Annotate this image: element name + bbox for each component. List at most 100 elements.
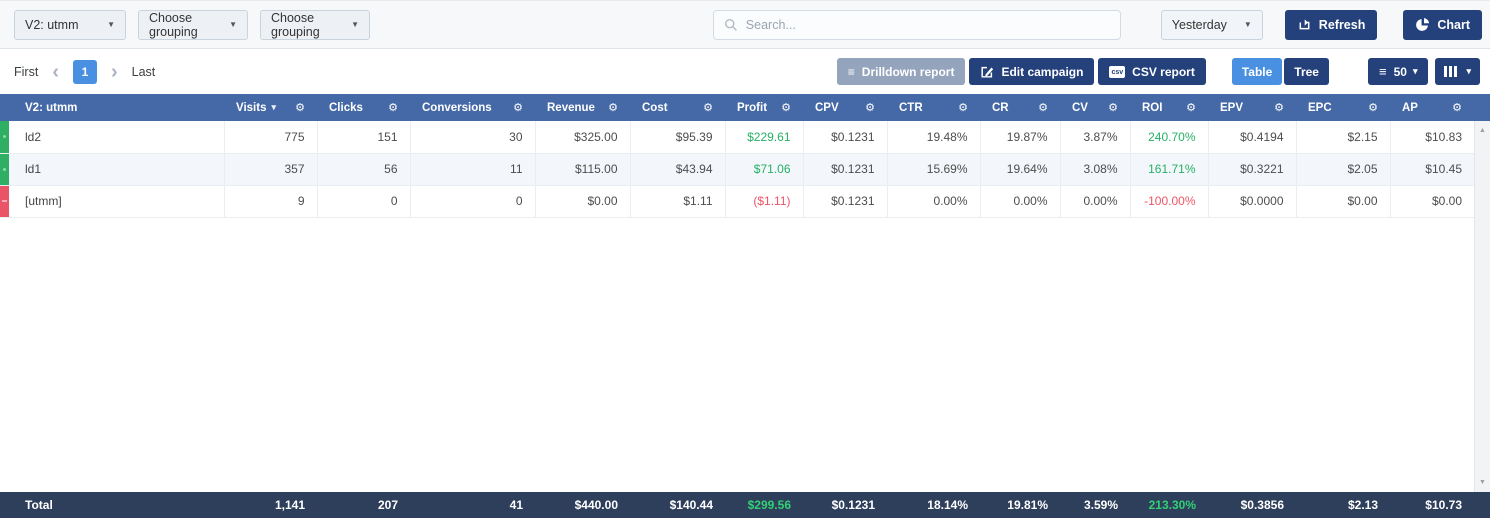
column-header-cpv[interactable]: CPV ⚙ (815, 101, 875, 115)
cell-cr: 19.64% (979, 153, 1060, 186)
total-visits: 1,141 (274, 498, 305, 512)
column-header-epc[interactable]: EPC ⚙ (1308, 101, 1378, 115)
grouping-dropdown-1[interactable]: Choose grouping ▼ (138, 9, 248, 40)
cell-epc: $2.05 (1295, 153, 1390, 186)
variable-dropdown[interactable]: V2: utmm ▼ (14, 9, 126, 40)
gear-icon[interactable]: ⚙ (1108, 102, 1118, 114)
cell-name: ld1 (0, 153, 224, 186)
gear-icon[interactable]: ⚙ (295, 102, 305, 114)
scroll-up-icon[interactable]: ▲ (1479, 127, 1486, 134)
table-row[interactable]: [utmm] 9 0 0 $0.00 $1.11 ($1.11) $0.1231… (0, 185, 1474, 218)
total-ctr: 18.14% (927, 498, 968, 512)
cell-profit: $229.61 (724, 121, 803, 154)
drilldown-report-button[interactable]: ≡ Drilldown report (836, 58, 966, 85)
column-header-clicks[interactable]: Clicks ⚙ (329, 101, 398, 115)
chevron-right-icon[interactable]: › (110, 60, 118, 83)
total-profit: $299.56 (747, 498, 791, 512)
cell-clicks: 56 (316, 153, 410, 186)
cell-ctr: 0.00% (886, 185, 980, 218)
total-clicks: 207 (377, 498, 398, 512)
cell-roi: -100.00% (1129, 185, 1208, 218)
total-row: Total 1,141 207 41 $440.00 $140.44 $299.… (0, 492, 1490, 518)
cell-cpv: $0.1231 (802, 153, 887, 186)
column-header-cv[interactable]: CV ⚙ (1072, 101, 1118, 115)
scroll-down-icon[interactable]: ▼ (1479, 479, 1486, 486)
column-header-ap[interactable]: AP ⚙ (1402, 101, 1462, 115)
view-tree-button[interactable]: Tree (1284, 58, 1329, 85)
table-row[interactable]: ld1 357 56 11 $115.00 $43.94 $71.06 $0.1… (0, 153, 1474, 186)
cell-roi: 240.70% (1129, 121, 1208, 154)
pie-chart-icon (1416, 18, 1430, 31)
csv-report-button[interactable]: csv CSV report (1098, 58, 1206, 85)
pager-actions-bar: First ‹ 1 › Last ≡ Drilldown report Edit… (0, 49, 1490, 94)
cell-ap: $0.00 (1389, 185, 1474, 218)
total-cr: 19.81% (1007, 498, 1048, 512)
gear-icon[interactable]: ⚙ (1274, 102, 1284, 114)
drilldown-report-label: Drilldown report (861, 64, 955, 79)
status-indicator-negative (0, 185, 9, 217)
total-epv: $0.3856 (1240, 498, 1284, 512)
cell-epv: $0.0000 (1207, 185, 1296, 218)
chart-button[interactable]: Chart (1403, 9, 1482, 40)
cell-cpv: $0.1231 (802, 185, 887, 218)
column-header-ctr[interactable]: CTR ⚙ (899, 101, 968, 115)
rows-per-page-value: 50 (1393, 64, 1407, 79)
cell-clicks: 151 (316, 121, 410, 154)
status-indicator-positive (0, 121, 9, 153)
refresh-icon (1299, 18, 1310, 29)
pager-first[interactable]: First (14, 64, 39, 79)
gear-icon[interactable]: ⚙ (1368, 102, 1378, 114)
gear-icon[interactable]: ⚙ (513, 102, 523, 114)
list-icon: ≡ (1378, 64, 1387, 79)
action-buttons: ≡ Drilldown report Edit campaign csv CSV… (836, 58, 1480, 85)
total-cost: $140.44 (669, 498, 713, 512)
gear-icon[interactable]: ⚙ (1038, 102, 1048, 114)
cell-profit: ($1.11) (724, 185, 803, 218)
column-header-revenue[interactable]: Revenue ⚙ (547, 101, 618, 115)
chevron-left-icon[interactable]: ‹ (52, 60, 59, 83)
search-input[interactable] (745, 17, 1110, 32)
column-header-conversions[interactable]: Conversions ⚙ (422, 101, 523, 115)
column-header-profit[interactable]: Profit ⚙ (737, 101, 791, 115)
refresh-button[interactable]: Refresh (1284, 9, 1378, 40)
cell-cv: 0.00% (1059, 185, 1130, 218)
rows-per-page-dropdown[interactable]: ≡ 50 ▾ (1367, 58, 1429, 85)
status-indicator-positive (0, 153, 9, 185)
total-revenue: $440.00 (574, 498, 618, 512)
csv-report-label: CSV report (1132, 64, 1195, 79)
column-header-roi[interactable]: ROI ⚙ (1142, 101, 1196, 115)
column-header-name[interactable]: V2: utmm (25, 101, 78, 114)
search-box[interactable] (712, 9, 1121, 40)
gear-icon[interactable]: ⚙ (1452, 102, 1462, 114)
cell-visits: 357 (223, 153, 317, 186)
column-header-visits[interactable]: Visits ▾ ⚙ (236, 101, 305, 115)
cell-cpv: $0.1231 (802, 121, 887, 154)
cell-ctr: 15.69% (886, 153, 980, 186)
table-body: ld2 775 151 30 $325.00 $95.39 $229.61 $0… (0, 121, 1490, 492)
cell-clicks: 0 (316, 185, 410, 218)
cell-ap: $10.45 (1389, 153, 1474, 186)
date-range-dropdown[interactable]: Yesterday ▼ (1160, 9, 1263, 40)
list-icon: ≡ (847, 64, 855, 79)
view-table-button[interactable]: Table (1231, 58, 1283, 85)
gear-icon[interactable]: ⚙ (388, 102, 398, 114)
date-range-label: Yesterday (1171, 17, 1227, 32)
gear-icon[interactable]: ⚙ (703, 102, 713, 114)
column-header-epv[interactable]: EPV ⚙ (1220, 101, 1284, 115)
gear-icon[interactable]: ⚙ (608, 102, 618, 114)
column-header-cr[interactable]: CR ⚙ (992, 101, 1048, 115)
column-header-cost[interactable]: Cost ⚙ (642, 101, 713, 115)
gear-icon[interactable]: ⚙ (958, 102, 968, 114)
columns-dropdown[interactable]: ▾ (1435, 58, 1480, 85)
gear-icon[interactable]: ⚙ (865, 102, 875, 114)
vertical-scrollbar[interactable]: ▲ ▼ (1474, 121, 1490, 492)
table-row[interactable]: ld2 775 151 30 $325.00 $95.39 $229.61 $0… (0, 121, 1474, 154)
edit-campaign-button[interactable]: Edit campaign (969, 58, 1095, 85)
gear-icon[interactable]: ⚙ (1186, 102, 1196, 114)
pager-page-1[interactable]: 1 (72, 59, 97, 84)
refresh-label: Refresh (1318, 17, 1366, 32)
pager-last[interactable]: Last (131, 64, 156, 79)
grouping-dropdown-2[interactable]: Choose grouping ▼ (260, 9, 370, 40)
caret-down-icon: ▾ (1412, 66, 1418, 76)
gear-icon[interactable]: ⚙ (781, 102, 791, 114)
